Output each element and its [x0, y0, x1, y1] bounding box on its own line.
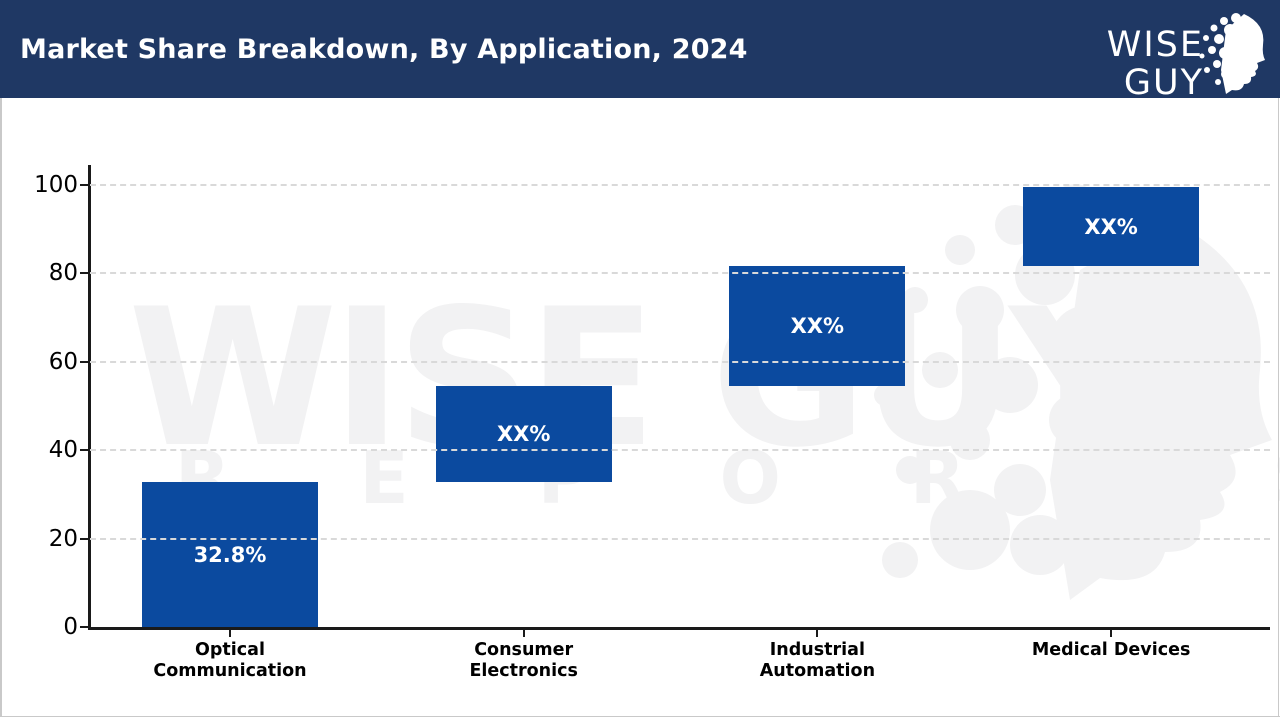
x-axis-tick [1110, 629, 1113, 637]
y-axis-tick [80, 537, 88, 540]
bar-value-label: 32.8% [193, 542, 267, 567]
y-axis-tick [80, 272, 88, 275]
y-gridline [90, 360, 1270, 363]
brand-logo-text: WISE GUY R E P O R T S [1016, 26, 1204, 136]
x-axis-category-label: Industrial Automation [759, 640, 876, 681]
x-axis-category-label: Medical Devices [1031, 640, 1191, 660]
waterfall-bar [435, 386, 612, 483]
waterfall-chart: 0 20 40 60 80 100 32.8% Optical Communication XX… [0, 98, 1280, 717]
x-axis-tick [816, 629, 819, 637]
y-gridline [90, 537, 1270, 540]
y-gridline [90, 184, 1270, 186]
y-axis-tick-label: 100 [34, 172, 78, 198]
page-title: Market Share Breakdown, By Application, … [20, 34, 748, 65]
x-axis-tick [229, 629, 231, 637]
y-gridline [90, 272, 1270, 275]
y-axis-tick [80, 184, 88, 186]
x-axis-category-label: Optical Communication [153, 640, 307, 681]
waterfall-bar [1023, 187, 1200, 266]
y-axis-tick-label: 40 [48, 437, 78, 464]
y-axis-tick-label: 80 [48, 260, 78, 287]
bar-value-label: XX% [790, 313, 845, 338]
brand-logo: WISE GUY R E P O R T S [1016, 10, 1266, 135]
x-axis-line [88, 627, 1270, 630]
y-axis-tick [80, 449, 88, 452]
header-bar: Market Share Breakdown, By Application, … [0, 0, 1280, 135]
dotted-head-icon [1199, 13, 1265, 94]
x-axis-category-label: Consumer Electronics [469, 640, 578, 681]
brand-subtitle: R E P O R T S [1032, 104, 1204, 135]
y-axis-tick-label: 0 [63, 614, 78, 640]
y-axis-tick [80, 360, 88, 363]
frame-border-right [1277, 98, 1279, 717]
y-axis-tick [80, 626, 88, 628]
y-axis-tick-label: 20 [48, 525, 78, 552]
waterfall-bar [729, 265, 906, 387]
frame-border-left [0, 98, 2, 717]
x-axis-tick [522, 629, 525, 637]
waterfall-bar [142, 482, 318, 627]
brand-name: WISE GUY [1106, 25, 1204, 103]
y-gridline [90, 449, 1270, 452]
frame-border-bottom [0, 715, 1280, 717]
y-axis-tick-label: 60 [48, 348, 78, 375]
bar-value-label: XX% [1084, 214, 1138, 239]
bar-value-label: XX% [496, 422, 551, 447]
y-axis-line [88, 165, 91, 629]
